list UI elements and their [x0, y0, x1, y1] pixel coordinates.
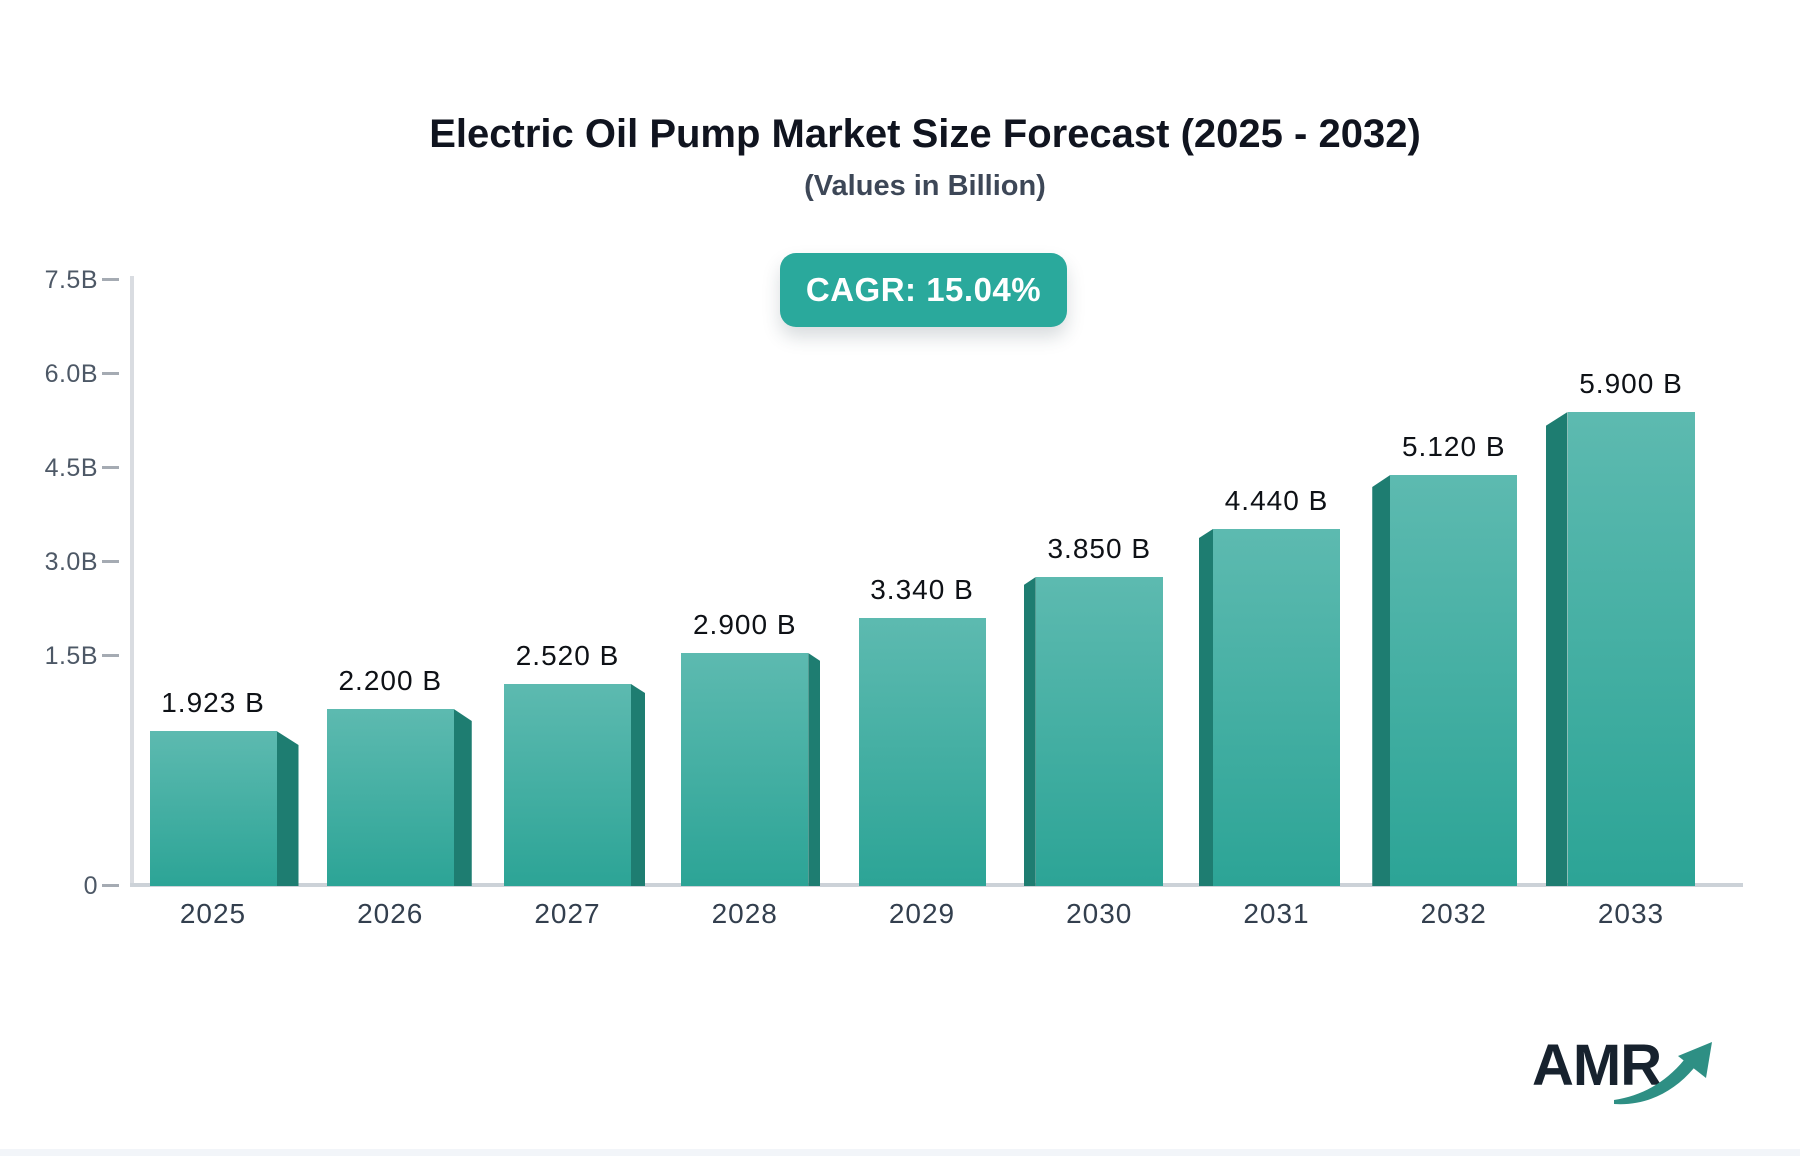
y-axis-tick-mark	[102, 560, 119, 563]
bar-value-label: 5.120 B	[1401, 431, 1506, 462]
y-axis-tick-mark	[102, 278, 119, 281]
bar-column-side-2025	[276, 731, 299, 886]
x-axis-label: 2027	[534, 898, 601, 929]
bar-value-label: 2.200 B	[338, 665, 443, 696]
y-axis-line	[130, 276, 134, 887]
bar-column-side-2027	[631, 684, 645, 886]
x-axis-label: 2033	[1597, 898, 1665, 929]
bar-column-side-2026	[453, 709, 472, 886]
bar-value-label: 5.900 B	[1579, 368, 1683, 399]
cagr-badge-label: CAGR: 15.04%	[805, 271, 1042, 308]
y-axis-tick-mark	[102, 466, 119, 469]
x-axis-label: 2026	[357, 898, 424, 929]
bar-column-side-2031	[1199, 529, 1213, 886]
bar-column-2027	[504, 684, 631, 886]
y-axis-tick-mark	[102, 654, 119, 657]
bar-column-2031	[1213, 529, 1340, 886]
page-subtitle: (Values in Billion)	[804, 170, 1046, 202]
bar-column-2029	[858, 618, 986, 886]
y-axis-tick-label: 7.5B	[44, 266, 98, 294]
y-axis-tick-label: 1.5B	[44, 642, 98, 670]
x-axis-label: 2031	[1243, 898, 1310, 929]
amr-logo-text: AMR	[1532, 1033, 1662, 1098]
growth-arrow-icon	[1610, 1034, 1718, 1117]
bar-value-label: 4.440 B	[1224, 485, 1329, 516]
x-axis-label: 2025	[179, 898, 247, 929]
x-axis-label: 2028	[711, 898, 778, 929]
y-axis-tick-mark	[102, 372, 119, 375]
cagr-badge: CAGR: 15.04%	[780, 253, 1067, 327]
bar-column-side-2032	[1372, 475, 1391, 886]
bar-column-2032	[1390, 475, 1518, 886]
bar-column-2025	[149, 731, 277, 886]
x-axis-label: 2030	[1066, 898, 1133, 929]
y-axis-tick-label: 4.5B	[44, 454, 98, 482]
amr-logo: AMR	[1532, 1032, 1712, 1112]
bar-column-2030	[1035, 577, 1163, 886]
bar-column-side-2028	[808, 653, 821, 886]
bar-value-label: 2.900 B	[692, 609, 797, 640]
x-axis-label: 2029	[888, 898, 956, 929]
bar-value-label: 3.850 B	[1047, 533, 1152, 564]
bar-column-2026	[326, 709, 454, 886]
bar-value-label: 3.340 B	[870, 574, 974, 605]
y-axis-tick-mark	[102, 884, 119, 887]
bar-value-label: 1.923 B	[161, 687, 265, 718]
y-axis-tick-label: 3.0B	[44, 548, 98, 576]
x-axis-label: 2032	[1420, 898, 1487, 929]
bar-column-side-2030	[1023, 577, 1036, 886]
bottom-edge	[0, 1149, 1800, 1156]
bar-column-2033	[1567, 412, 1695, 886]
bar-value-label: 2.520 B	[515, 640, 620, 671]
y-axis-tick-label: 0	[83, 872, 98, 900]
page-title: Electric Oil Pump Market Size Forecast (…	[429, 112, 1421, 156]
bar-column-side-2033	[1545, 412, 1568, 886]
y-axis-tick-label: 6.0B	[44, 360, 98, 388]
bar-column-2028	[681, 653, 809, 886]
